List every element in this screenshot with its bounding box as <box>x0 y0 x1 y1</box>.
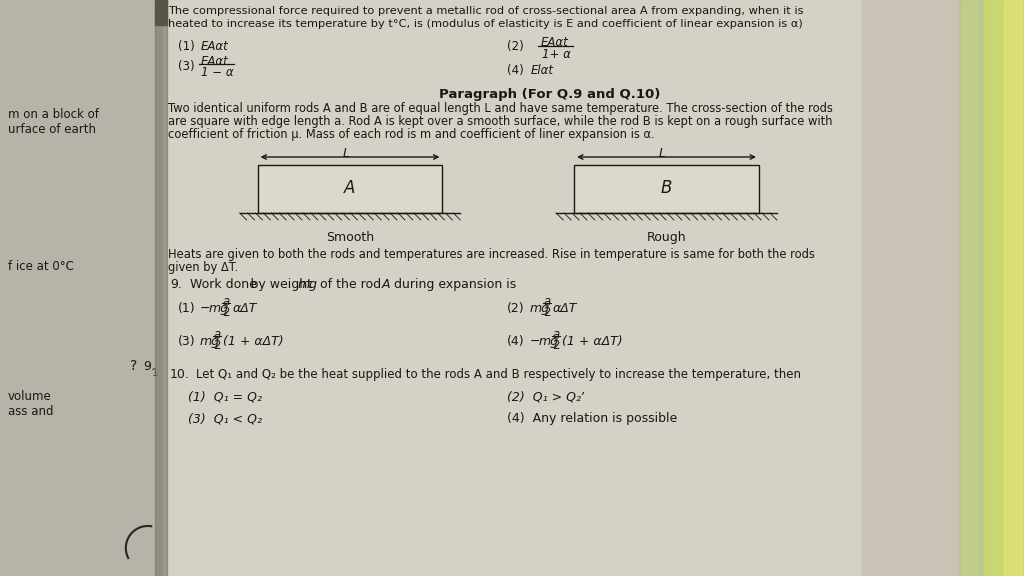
Text: Heats are given to both the rods and temperatures are increased. Rise in tempera: Heats are given to both the rods and tem… <box>168 248 815 261</box>
Text: 2: 2 <box>222 306 230 319</box>
Text: EAαt: EAαt <box>201 40 228 53</box>
Bar <box>163 0 862 576</box>
Text: A: A <box>382 278 390 291</box>
Text: A: A <box>344 179 355 197</box>
Text: (2): (2) <box>507 40 524 53</box>
Text: a: a <box>543 295 551 308</box>
Text: by weight: by weight <box>248 278 315 291</box>
Text: given by ΔT.: given by ΔT. <box>168 261 238 274</box>
Bar <box>977 0 996 576</box>
Text: 1: 1 <box>152 368 158 378</box>
Text: (1)  Q₁ = Q₂: (1) Q₁ = Q₂ <box>187 390 262 403</box>
Text: mg: mg <box>209 302 228 315</box>
Text: αΔT: αΔT <box>232 302 257 315</box>
Text: 10.: 10. <box>170 368 189 381</box>
Bar <box>258 165 442 213</box>
Text: mg: mg <box>200 335 220 348</box>
Text: Paragraph (For Q.9 and Q.10): Paragraph (For Q.9 and Q.10) <box>438 88 659 101</box>
Bar <box>962 0 977 576</box>
Text: coefficient of friction μ. Mass of each rod is m and coefficient of liner expans: coefficient of friction μ. Mass of each … <box>168 128 654 141</box>
Text: a: a <box>222 295 230 308</box>
Text: a: a <box>552 328 559 341</box>
Text: B: B <box>660 179 672 197</box>
Text: m on a block of: m on a block of <box>8 108 99 121</box>
Bar <box>155 0 167 25</box>
Text: 2: 2 <box>214 339 221 352</box>
Text: L: L <box>659 147 666 160</box>
Text: Rough: Rough <box>647 231 686 244</box>
Text: 9.: 9. <box>170 278 181 291</box>
Bar <box>1004 0 1023 576</box>
Text: (4): (4) <box>507 64 524 77</box>
Text: 1+ α: 1+ α <box>543 48 571 61</box>
Bar <box>155 0 167 576</box>
Text: heated to increase its temperature by t°C, is (modulus of elasticity is E and co: heated to increase its temperature by t°… <box>168 19 803 29</box>
Text: mg: mg <box>529 302 549 315</box>
Text: (3): (3) <box>178 60 195 73</box>
Text: volume: volume <box>8 390 52 403</box>
Text: (2)  Q₁ > Q₂ʼ: (2) Q₁ > Q₂ʼ <box>507 390 586 403</box>
Text: 2: 2 <box>543 306 551 319</box>
Text: −: − <box>200 302 210 315</box>
Text: ?: ? <box>130 359 137 373</box>
Text: (1): (1) <box>178 40 195 53</box>
Text: 2: 2 <box>552 339 559 352</box>
Text: EAαt: EAαt <box>201 55 228 68</box>
Text: mg: mg <box>539 335 558 348</box>
Bar <box>574 165 759 213</box>
Text: (3)  Q₁ < Q₂: (3) Q₁ < Q₂ <box>187 412 262 425</box>
Text: EAαt: EAαt <box>541 36 568 49</box>
Text: Let Q₁ and Q₂ be the heat supplied to the rods A and B respectively to increase : Let Q₁ and Q₂ be the heat supplied to th… <box>196 368 801 381</box>
Text: (1 + αΔT): (1 + αΔT) <box>562 335 623 348</box>
Text: −: − <box>529 335 540 348</box>
Text: 1 − α: 1 − α <box>201 66 233 79</box>
Text: αΔT: αΔT <box>553 302 578 315</box>
Bar <box>984 0 1023 576</box>
Text: of the rod: of the rod <box>315 278 385 291</box>
Text: L: L <box>342 147 349 160</box>
Text: urface of earth: urface of earth <box>8 123 96 136</box>
Text: 9.: 9. <box>142 360 155 373</box>
Text: during expansion is: during expansion is <box>390 278 517 291</box>
Text: f ice at 0°C: f ice at 0°C <box>8 260 74 273</box>
Text: The compressional force required to prevent a metallic rod of cross-sectional ar: The compressional force required to prev… <box>168 6 803 16</box>
Text: (4): (4) <box>507 335 525 348</box>
Text: are square with edge length a. Rod A is kept over a smooth surface, while the ro: are square with edge length a. Rod A is … <box>168 115 833 128</box>
Text: (3): (3) <box>178 335 196 348</box>
Text: (1 + αΔT): (1 + αΔT) <box>223 335 284 348</box>
Text: ass and: ass and <box>8 405 53 418</box>
Bar <box>862 0 1023 576</box>
Text: a: a <box>214 328 221 341</box>
Bar <box>958 0 1023 576</box>
Text: Elαt: Elαt <box>530 64 553 77</box>
Text: Two identical uniform rods A and B are of equal length L and have same temperatu: Two identical uniform rods A and B are o… <box>168 102 833 115</box>
Text: (4)  Any relation is possible: (4) Any relation is possible <box>507 412 678 425</box>
Text: mg: mg <box>298 278 317 291</box>
Text: (2): (2) <box>507 302 525 315</box>
Text: Smooth: Smooth <box>326 231 374 244</box>
Text: Work done: Work done <box>189 278 257 291</box>
Bar <box>0 0 163 576</box>
Bar <box>991 0 1022 576</box>
Text: (1): (1) <box>178 302 196 315</box>
